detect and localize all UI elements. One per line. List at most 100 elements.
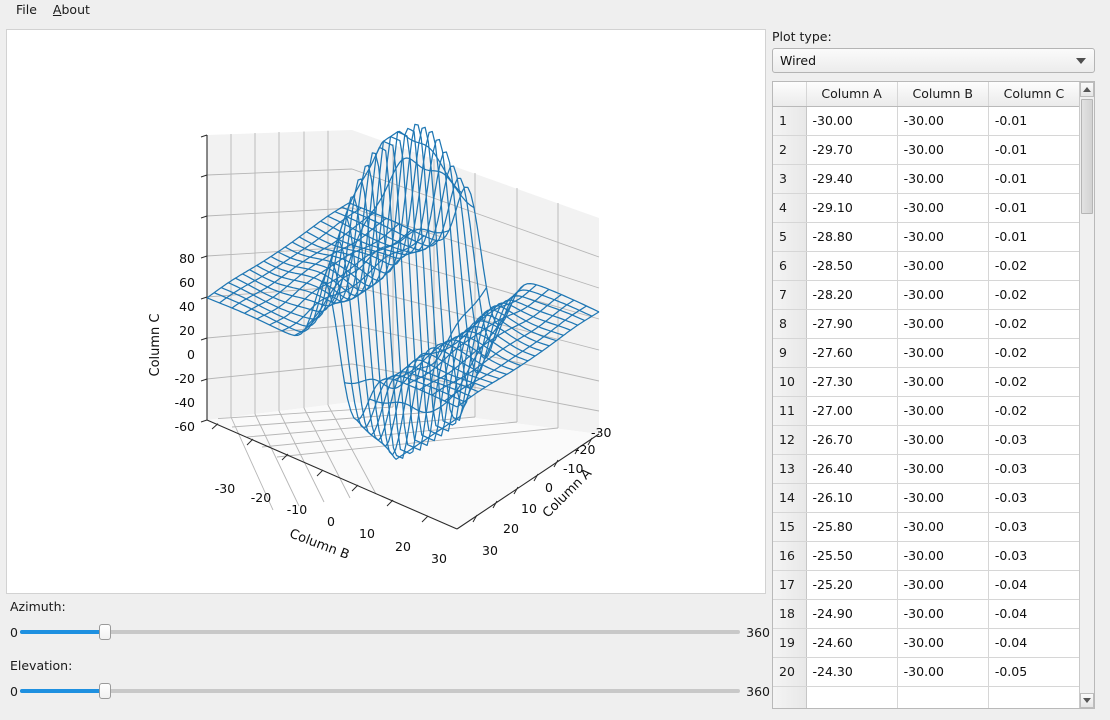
scroll-up-button[interactable] [1080,82,1094,97]
menu-item-about[interactable]: About [45,1,98,19]
cell-column-c[interactable]: -0.01 [988,164,1081,194]
cell-column-c[interactable]: -0.03 [988,541,1081,571]
cell-column-c[interactable]: -0.01 [988,222,1081,252]
table-row[interactable]: 10 -27.30 -30.00 -0.02 [773,367,1081,397]
cell-column-a[interactable]: -24.60 [806,628,898,658]
cell-column-c[interactable]: -0.02 [988,367,1081,397]
cell-column-b[interactable]: -30.00 [897,570,989,600]
cell-column-b[interactable]: -30.00 [897,657,989,687]
plot-canvas[interactable]: 80 60 40 20 0 -20 -40 -60 Column C [6,29,766,594]
table-row[interactable]: 11 -27.00 -30.00 -0.02 [773,396,1081,426]
cell-column-b[interactable]: -30.00 [897,193,989,223]
table-row[interactable]: 9 -27.60 -30.00 -0.02 [773,338,1081,368]
table-row[interactable] [773,686,1081,708]
table-row[interactable]: 6 -28.50 -30.00 -0.02 [773,251,1081,281]
scrollbar-thumb[interactable] [1081,99,1093,214]
table-row[interactable]: 16 -25.50 -30.00 -0.03 [773,541,1081,571]
table-row[interactable]: 12 -26.70 -30.00 -0.03 [773,425,1081,455]
table-vertical-scrollbar[interactable] [1079,82,1094,708]
cell-column-b[interactable]: -30.00 [897,309,989,339]
cell-column-a[interactable]: -30.00 [806,106,898,136]
cell-column-c[interactable]: -0.03 [988,512,1081,542]
table-row[interactable]: 2 -29.70 -30.00 -0.01 [773,135,1081,165]
table-row[interactable]: 19 -24.60 -30.00 -0.04 [773,628,1081,658]
table-row[interactable]: 4 -29.10 -30.00 -0.01 [773,193,1081,223]
cell-column-a[interactable]: -28.80 [806,222,898,252]
table-row[interactable]: 18 -24.90 -30.00 -0.04 [773,599,1081,629]
table-row[interactable]: 15 -25.80 -30.00 -0.03 [773,512,1081,542]
azimuth-slider-thumb[interactable] [99,624,112,640]
column-header-b[interactable]: Column B [897,82,989,107]
cell-column-c[interactable]: -0.03 [988,425,1081,455]
cell-column-a[interactable]: -24.30 [806,657,898,687]
table-row[interactable]: 7 -28.20 -30.00 -0.02 [773,280,1081,310]
cell-column-a[interactable]: -26.70 [806,425,898,455]
cell-column-b[interactable]: -30.00 [897,541,989,571]
cell-column-a[interactable]: -29.40 [806,164,898,194]
elevation-slider-thumb[interactable] [99,683,112,699]
cell-column-b[interactable]: -30.00 [897,251,989,281]
plot-type-select[interactable]: Wired [772,48,1095,73]
table-row[interactable]: 5 -28.80 -30.00 -0.01 [773,222,1081,252]
cell-column-a[interactable]: -25.20 [806,570,898,600]
cell-column-b[interactable]: -30.00 [897,483,989,513]
table-row[interactable]: 14 -26.10 -30.00 -0.03 [773,483,1081,513]
cell-column-a[interactable] [806,686,898,708]
cell-column-a[interactable]: -26.10 [806,483,898,513]
table-row[interactable]: 8 -27.90 -30.00 -0.02 [773,309,1081,339]
table-row[interactable]: 13 -26.40 -30.00 -0.03 [773,454,1081,484]
data-table[interactable]: Column A Column B Column C 1 -30.00 -30.00… [772,81,1095,709]
table-corner-header[interactable] [773,82,807,107]
azimuth-slider[interactable] [20,624,741,640]
cell-column-a[interactable]: -26.40 [806,454,898,484]
cell-column-a[interactable]: -27.30 [806,367,898,397]
cell-column-b[interactable] [897,686,989,708]
cell-column-b[interactable]: -30.00 [897,280,989,310]
column-header-c[interactable]: Column C [988,82,1081,107]
elevation-slider[interactable] [20,683,741,699]
cell-column-b[interactable]: -30.00 [897,425,989,455]
column-header-a[interactable]: Column A [806,82,898,107]
cell-column-a[interactable]: -27.60 [806,338,898,368]
cell-column-c[interactable]: -0.02 [988,396,1081,426]
table-row[interactable]: 17 -25.20 -30.00 -0.04 [773,570,1081,600]
cell-column-b[interactable]: -30.00 [897,367,989,397]
cell-column-a[interactable]: -29.70 [806,135,898,165]
cell-column-c[interactable] [988,686,1081,708]
table-row[interactable]: 1 -30.00 -30.00 -0.01 [773,106,1081,136]
cell-column-b[interactable]: -30.00 [897,338,989,368]
cell-column-a[interactable]: -25.80 [806,512,898,542]
cell-column-b[interactable]: -30.00 [897,454,989,484]
cell-column-b[interactable]: -30.00 [897,396,989,426]
cell-column-b[interactable]: -30.00 [897,135,989,165]
table-row[interactable]: 3 -29.40 -30.00 -0.01 [773,164,1081,194]
cell-column-b[interactable]: -30.00 [897,512,989,542]
cell-column-c[interactable]: -0.02 [988,338,1081,368]
cell-column-a[interactable]: -27.00 [806,396,898,426]
menu-item-file[interactable]: File [16,2,37,17]
cell-column-c[interactable]: -0.03 [988,483,1081,513]
cell-column-a[interactable]: -24.90 [806,599,898,629]
cell-column-b[interactable]: -30.00 [897,628,989,658]
cell-column-c[interactable]: -0.01 [988,193,1081,223]
cell-column-c[interactable]: -0.04 [988,570,1081,600]
cell-column-a[interactable]: -28.20 [806,280,898,310]
surface-plot-3d[interactable]: 80 60 40 20 0 -20 -40 -60 Column C [7,30,765,593]
elevation-slider-track[interactable] [20,689,741,693]
cell-column-a[interactable]: -29.10 [806,193,898,223]
cell-column-b[interactable]: -30.00 [897,222,989,252]
cell-column-c[interactable]: -0.05 [988,657,1081,687]
cell-column-c[interactable]: -0.02 [988,309,1081,339]
cell-column-b[interactable]: -30.00 [897,164,989,194]
cell-column-a[interactable]: -25.50 [806,541,898,571]
cell-column-c[interactable]: -0.01 [988,106,1081,136]
table-row[interactable]: 20 -24.30 -30.00 -0.05 [773,657,1081,687]
cell-column-c[interactable]: -0.02 [988,251,1081,281]
cell-column-c[interactable]: -0.04 [988,599,1081,629]
azimuth-slider-track[interactable] [20,630,741,634]
cell-column-a[interactable]: -27.90 [806,309,898,339]
cell-column-b[interactable]: -30.00 [897,599,989,629]
cell-column-c[interactable]: -0.01 [988,135,1081,165]
cell-column-c[interactable]: -0.02 [988,280,1081,310]
cell-column-c[interactable]: -0.03 [988,454,1081,484]
